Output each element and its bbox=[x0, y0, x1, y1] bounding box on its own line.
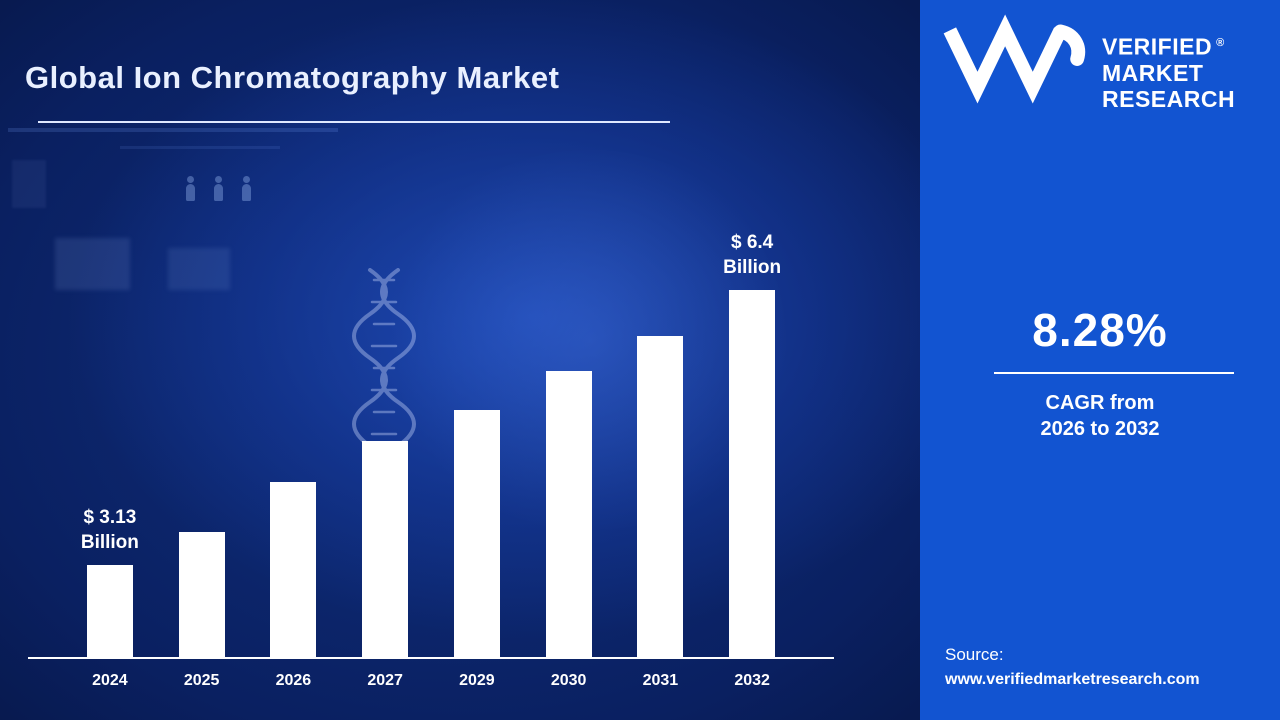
x-axis-tick-label: 2024 bbox=[92, 672, 128, 689]
background-shelf-decoration bbox=[8, 128, 338, 132]
bar bbox=[270, 482, 317, 657]
x-axis-tick-label: 2031 bbox=[642, 672, 679, 689]
bar-column bbox=[339, 441, 431, 657]
brand-line-3: RESEARCH bbox=[1102, 85, 1236, 112]
cagr-value: 8.28% bbox=[1032, 304, 1168, 356]
title-underline bbox=[38, 121, 670, 123]
bar-column bbox=[156, 532, 248, 657]
bar bbox=[453, 410, 500, 657]
person-icon bbox=[214, 176, 223, 201]
bar-value-label: $ 3.13 Billion bbox=[80, 506, 139, 554]
background-equipment-decoration bbox=[12, 160, 46, 208]
bar bbox=[178, 532, 225, 657]
bar-column: $ 3.13 Billion bbox=[64, 505, 156, 657]
bar-column bbox=[523, 371, 615, 657]
info-panel: VERIFIED ® MARKET RESEARCH 8.28% CAGR fro… bbox=[920, 0, 1280, 720]
cagr-caption-line-2: 2026 to 2032 bbox=[1040, 418, 1160, 440]
x-axis-tick-label: 2027 bbox=[367, 672, 403, 689]
bar bbox=[637, 336, 684, 657]
x-axis-labels: 2024 2025 2026 2027 2029 2030 2031 2032 bbox=[28, 659, 834, 690]
brand-line-2: MARKET bbox=[1102, 59, 1204, 86]
x-axis-tick-label: 2026 bbox=[275, 672, 312, 689]
chart-panel: Global Ion Chromatography Market $ 3.13 B… bbox=[0, 0, 920, 720]
bar bbox=[729, 290, 776, 657]
bar-chart-bars: $ 3.13 Billion $ 6.4 Billion bbox=[28, 232, 834, 657]
person-icon bbox=[242, 176, 251, 201]
bar-chart: $ 3.13 Billion $ 6.4 Billion 2024 2025 2026 20… bbox=[28, 232, 834, 690]
brand-line-1: VERIFIED bbox=[1102, 33, 1213, 60]
source-label: Source: bbox=[945, 645, 1004, 664]
cagr-caption: CAGR from 2026 to 2032 bbox=[920, 390, 1280, 442]
bar-value-label: $ 6.4 Billion bbox=[723, 231, 782, 279]
company-logo: VERIFIED ® MARKET RESEARCH bbox=[940, 14, 1235, 112]
bar bbox=[86, 565, 133, 657]
bar-column: $ 6.4 Billion bbox=[706, 230, 798, 657]
page-title: Global Ion Chromatography Market bbox=[25, 60, 560, 95]
bar-column bbox=[248, 482, 340, 657]
cagr-caption-line-1: CAGR from bbox=[1045, 392, 1155, 414]
bar bbox=[545, 371, 592, 657]
x-axis-tick-label: 2032 bbox=[734, 672, 770, 689]
source-block: Source: www.verifiedmarketresearch.com bbox=[945, 642, 1200, 692]
x-axis-line bbox=[28, 657, 834, 659]
cagr-divider bbox=[994, 372, 1234, 374]
company-name: VERIFIED ® MARKET RESEARCH bbox=[1102, 26, 1235, 112]
bar-column bbox=[615, 336, 707, 657]
x-axis-tick-label: 2025 bbox=[183, 672, 220, 689]
x-axis-tick-label: 2029 bbox=[459, 672, 495, 689]
vmr-logo-icon bbox=[943, 14, 1086, 104]
x-axis-tick-label: 2030 bbox=[550, 672, 587, 689]
person-icon bbox=[186, 176, 195, 201]
background-shelf-decoration bbox=[120, 146, 280, 149]
source-url[interactable]: www.verifiedmarketresearch.com bbox=[945, 671, 1200, 688]
bar-column bbox=[431, 410, 523, 657]
bar bbox=[362, 441, 409, 657]
registered-trademark: ® bbox=[1216, 37, 1225, 49]
